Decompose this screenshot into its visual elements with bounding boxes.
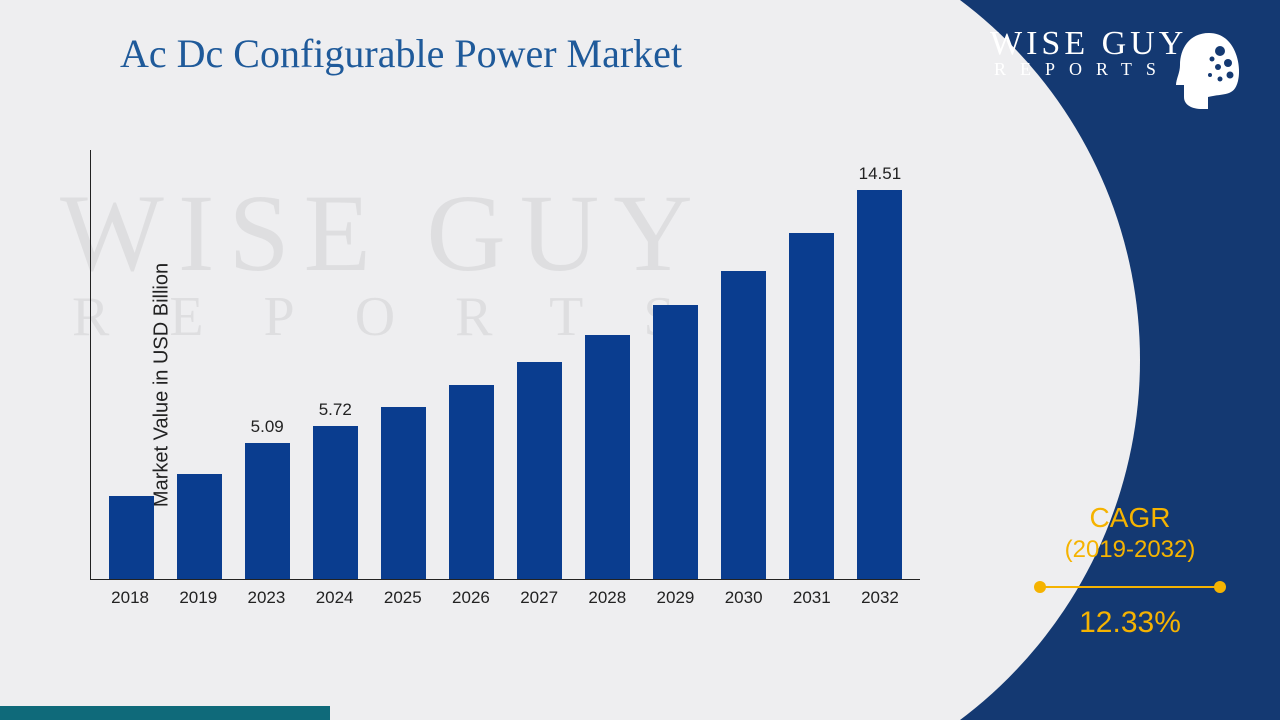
bar-value-label: 14.51 [859,164,902,184]
cagr-block: CAGR (2019-2032) 12.33% [1020,502,1240,640]
x-tick-label: 2030 [710,580,778,620]
bar-slot [165,150,233,579]
bar [653,305,698,579]
bar-slot [437,150,505,579]
bar-slot: 14.51 [846,150,914,579]
bar-slot [97,150,165,579]
bar-slot: 5.09 [233,150,301,579]
chart-title: Ac Dc Configurable Power Market [120,30,682,77]
bar [449,385,494,579]
bar-slot: 5.72 [301,150,369,579]
bar [381,407,426,579]
cagr-years: (2019-2032) [1020,536,1240,564]
x-tick-label: 2019 [164,580,232,620]
infographic-page: Ac Dc Configurable Power Market WISE GUY… [0,0,1280,720]
cagr-label: CAGR [1020,502,1240,534]
bar: 14.51 [857,190,902,579]
bar-slot [505,150,573,579]
bar: 5.09 [245,443,290,579]
bars-container: 5.09 5.72 14.51 [91,150,920,579]
x-tick-label: 2024 [301,580,369,620]
cagr-value: 12.33% [1020,606,1240,640]
x-tick-label: 2018 [96,580,164,620]
x-tick-label: 2032 [846,580,914,620]
bar [721,271,766,579]
bottom-accent-bar [0,706,330,720]
x-tick-label: 2031 [778,580,846,620]
bar-slot [710,150,778,579]
bar-slot [778,150,846,579]
bar-value-label: 5.09 [251,417,284,437]
bar-slot [369,150,437,579]
x-tick-label: 2028 [573,580,641,620]
bar-chart: Market Value in USD Billion 5.095.7214.5… [50,150,920,620]
head-icon [1174,31,1244,111]
bar [109,496,154,579]
brand-logo: WISE GUY REPORTS [990,25,1250,80]
bar: 5.72 [313,426,358,579]
x-tick-label: 2026 [437,580,505,620]
bar [585,335,630,579]
bar-value-label: 5.72 [319,400,352,420]
bar [177,474,222,579]
plot-area: 5.09 5.72 14.51 [90,150,920,580]
x-tick-label: 2025 [369,580,437,620]
bar [789,233,834,579]
bar-slot [642,150,710,579]
x-tick-label: 2023 [232,580,300,620]
cagr-divider [1040,586,1220,588]
x-tick-label: 2027 [505,580,573,620]
x-tick-label: 2029 [641,580,709,620]
bar-slot [574,150,642,579]
bar [517,362,562,579]
x-axis-labels: 2018201920232024202520262027202820292030… [90,580,920,620]
